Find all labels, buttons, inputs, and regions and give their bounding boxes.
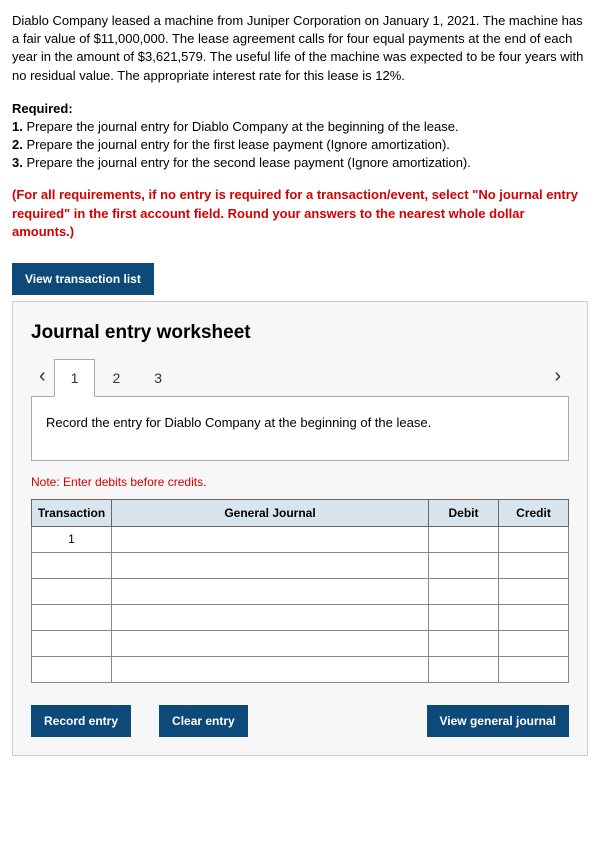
cell-transaction[interactable] [32,656,112,682]
note-text: Note: Enter debits before credits. [31,475,569,489]
entry-prompt: Record the entry for Diablo Company at t… [31,397,569,461]
required-label: Required: [12,101,588,116]
worksheet-title: Journal entry worksheet [31,322,569,344]
cell-credit[interactable] [499,578,569,604]
cell-debit[interactable] [429,630,499,656]
requirement-2: 2. Prepare the journal entry for the fir… [12,136,588,154]
requirement-1: 1. Prepare the journal entry for Diablo … [12,118,588,136]
cell-general-journal[interactable] [112,578,429,604]
table-row [32,604,569,630]
tab-1[interactable]: 1 [54,359,96,397]
next-arrow-icon[interactable]: › [546,365,569,388]
clear-entry-button[interactable]: Clear entry [159,705,248,737]
cell-credit[interactable] [499,630,569,656]
cell-general-journal[interactable] [112,604,429,630]
cell-transaction[interactable] [32,552,112,578]
table-row [32,630,569,656]
cell-general-journal[interactable] [112,656,429,682]
cell-debit[interactable] [429,604,499,630]
table-row: 1 [32,526,569,552]
cell-credit[interactable] [499,552,569,578]
tabs-row: ‹ 1 2 3 › [31,358,569,397]
requirement-3: 3. Prepare the journal entry for the sec… [12,154,588,172]
view-general-journal-button[interactable]: View general journal [427,705,569,737]
prev-arrow-icon[interactable]: ‹ [31,365,54,388]
cell-debit[interactable] [429,526,499,552]
cell-transaction[interactable] [32,630,112,656]
tab-3[interactable]: 3 [137,359,179,397]
table-row [32,552,569,578]
header-general-journal: General Journal [112,499,429,526]
cell-transaction[interactable]: 1 [32,526,112,552]
header-transaction: Transaction [32,499,112,526]
requirements-list: 1. Prepare the journal entry for Diablo … [12,118,588,173]
button-row: Record entry Clear entry View general jo… [31,705,569,737]
cell-general-journal[interactable] [112,630,429,656]
cell-transaction[interactable] [32,604,112,630]
record-entry-button[interactable]: Record entry [31,705,131,737]
cell-credit[interactable] [499,656,569,682]
journal-table: Transaction General Journal Debit Credit… [31,499,569,683]
table-row [32,578,569,604]
cell-debit[interactable] [429,552,499,578]
header-credit: Credit [499,499,569,526]
instruction-text: (For all requirements, if no entry is re… [12,186,588,241]
cell-debit[interactable] [429,656,499,682]
view-transaction-list-button[interactable]: View transaction list [12,263,154,295]
cell-transaction[interactable] [32,578,112,604]
cell-credit[interactable] [499,526,569,552]
problem-paragraph: Diablo Company leased a machine from Jun… [12,12,588,85]
cell-debit[interactable] [429,578,499,604]
table-row [32,656,569,682]
header-debit: Debit [429,499,499,526]
cell-general-journal[interactable] [112,526,429,552]
cell-credit[interactable] [499,604,569,630]
journal-worksheet-panel: Journal entry worksheet ‹ 1 2 3 › Record… [12,301,588,756]
tab-2[interactable]: 2 [95,359,137,397]
cell-general-journal[interactable] [112,552,429,578]
